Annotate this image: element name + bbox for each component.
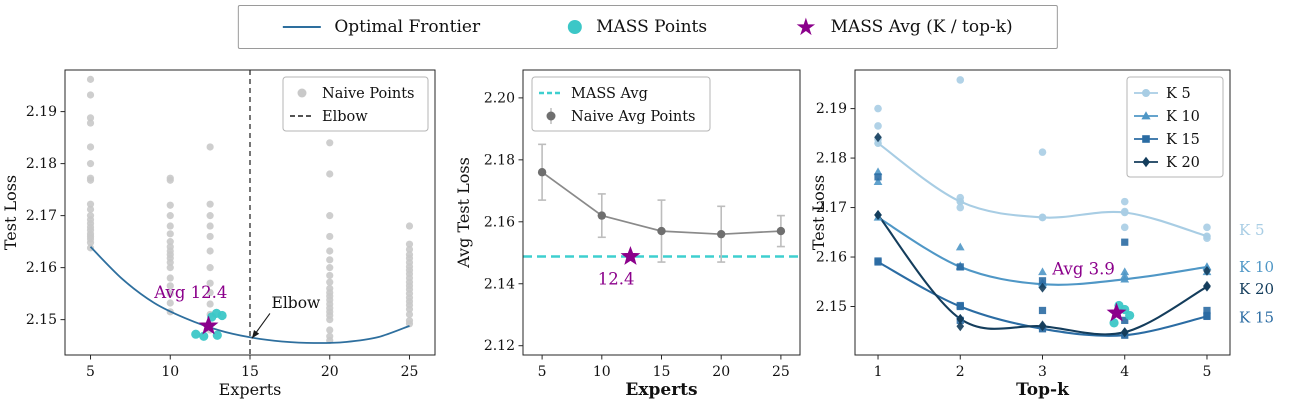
experts-avg-test-loss-chart: 5 10 15 20 25 2.12 2.14 2.16 2.18 2.20 Experts Avg … — [455, 69, 801, 400]
circle-swatch-icon — [568, 20, 583, 34]
experts-test-loss-chart: 5 10 15 20 25 2.15 2.16 2.17 2.18 2.19 Experts Test… — [1, 69, 436, 399]
svg-text:5: 5 — [86, 364, 95, 380]
svg-text:Elbow: Elbow — [272, 294, 322, 312]
svg-text:2.15: 2.15 — [816, 299, 847, 315]
svg-text:2.17: 2.17 — [816, 200, 847, 216]
svg-text:K 15: K 15 — [1166, 132, 1200, 148]
svg-text:1: 1 — [874, 364, 883, 380]
svg-text:Naive Avg Points: Naive Avg Points — [571, 109, 695, 125]
topk-test-loss-chart: 1 2 3 4 5 2.15 2.16 2.17 2.18 2.19 Top-k Test Loss A… — [810, 69, 1274, 400]
svg-text:3: 3 — [1038, 364, 1047, 380]
svg-text:5: 5 — [1203, 364, 1212, 380]
svg-text:Experts: Experts — [625, 380, 697, 400]
svg-text:2.18: 2.18 — [484, 152, 515, 168]
svg-text:20: 20 — [321, 364, 339, 380]
svg-text:2.20: 2.20 — [484, 90, 515, 106]
figure-legend: Optimal Frontier MASS Points ★ MASS Avg … — [237, 5, 1058, 49]
svg-text:15: 15 — [653, 364, 671, 380]
svg-text:5: 5 — [538, 364, 547, 380]
svg-text:K 5: K 5 — [1166, 86, 1191, 102]
svg-text:Test Loss: Test Loss — [1, 175, 20, 250]
svg-text:Top-k: Top-k — [1016, 380, 1070, 400]
svg-text:K 10: K 10 — [1166, 109, 1200, 125]
svg-text:2.18: 2.18 — [816, 151, 847, 167]
svg-text:K 15: K 15 — [1239, 308, 1274, 326]
svg-text:2.19: 2.19 — [26, 104, 57, 120]
svg-text:Avg Test Loss: Avg Test Loss — [455, 157, 473, 269]
line-swatch-icon — [282, 25, 321, 29]
chart-panels: 5 10 15 20 25 2.15 2.16 2.17 2.18 2.19 Experts Test… — [0, 46, 1295, 403]
svg-text:K 20: K 20 — [1166, 155, 1200, 171]
svg-text:Elbow: Elbow — [322, 109, 368, 125]
svg-text:10: 10 — [593, 364, 611, 380]
svg-text:2.16: 2.16 — [26, 260, 57, 276]
svg-text:2.15: 2.15 — [26, 312, 57, 328]
svg-text:2.18: 2.18 — [26, 156, 57, 172]
svg-text:25: 25 — [772, 364, 790, 380]
svg-text:2: 2 — [956, 364, 965, 380]
svg-text:Avg 3.9: Avg 3.9 — [1051, 259, 1115, 278]
legend-item-mass-avg: ★ MASS Avg (K / top-k) — [795, 13, 1013, 41]
svg-text:15: 15 — [241, 364, 259, 380]
svg-text:MASS Avg: MASS Avg — [571, 86, 648, 102]
svg-text:K 10: K 10 — [1239, 258, 1274, 276]
svg-text:4: 4 — [1120, 364, 1129, 380]
svg-text:2.16: 2.16 — [484, 214, 515, 230]
star-swatch-icon: ★ — [795, 13, 817, 41]
svg-text:2.14: 2.14 — [484, 276, 515, 292]
svg-text:Test Loss: Test Loss — [810, 175, 828, 250]
svg-text:K 5: K 5 — [1239, 221, 1265, 239]
svg-text:Experts: Experts — [219, 380, 282, 399]
svg-text:20: 20 — [712, 364, 730, 380]
svg-text:Avg 12.4: Avg 12.4 — [153, 283, 227, 302]
svg-text:2.12: 2.12 — [484, 338, 515, 354]
svg-text:Naive Points: Naive Points — [322, 86, 415, 102]
svg-text:K 20: K 20 — [1239, 280, 1274, 298]
legend-item-optimal-frontier: Optimal Frontier — [282, 17, 480, 37]
legend-label-mass-avg: MASS Avg (K / top-k) — [830, 17, 1013, 37]
svg-text:12.4: 12.4 — [598, 269, 635, 288]
legend-item-mass-points: MASS Points — [568, 17, 707, 37]
legend-label-mass-points: MASS Points — [596, 17, 708, 37]
svg-text:25: 25 — [401, 364, 419, 380]
legend-label-optimal-frontier: Optimal Frontier — [334, 17, 481, 37]
svg-text:10: 10 — [161, 364, 179, 380]
svg-text:2.17: 2.17 — [26, 208, 57, 224]
svg-text:2.19: 2.19 — [816, 101, 847, 117]
svg-text:2.16: 2.16 — [816, 250, 847, 266]
